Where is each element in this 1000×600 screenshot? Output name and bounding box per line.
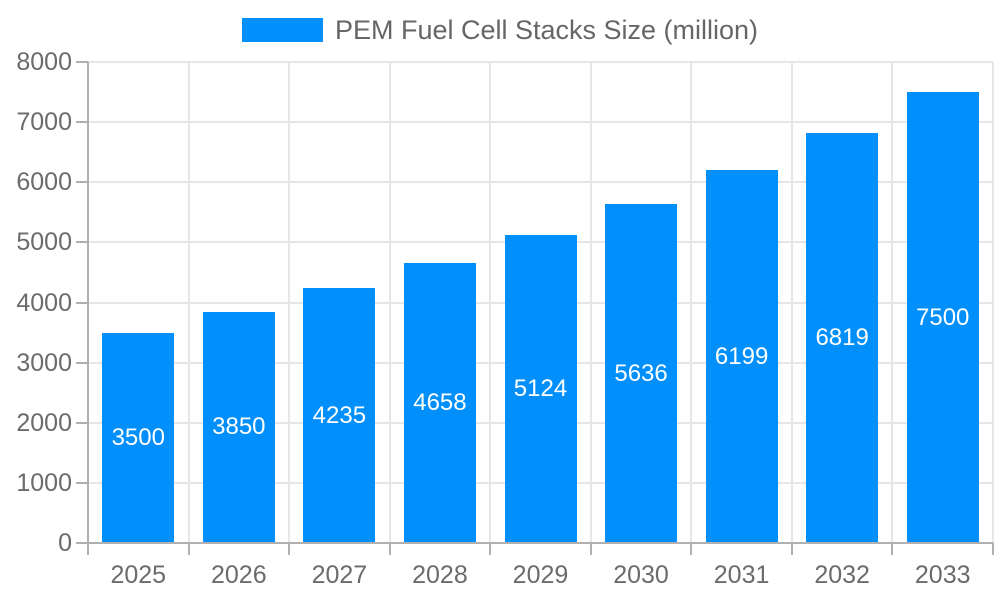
y-gridline	[88, 181, 993, 184]
x-gridline	[187, 62, 190, 543]
x-axis-tick	[589, 543, 592, 555]
bar-2026[interactable]: 3850	[202, 311, 275, 543]
x-axis-tick	[790, 543, 793, 555]
bar-2030[interactable]: 5636	[605, 204, 678, 543]
y-axis-tick	[76, 61, 88, 63]
bar-value-label: 4235	[312, 401, 367, 429]
x-gridline	[489, 62, 492, 543]
x-axis-label-2032: 2032	[814, 561, 870, 589]
y-axis-tick-label: 2000	[16, 408, 72, 437]
x-axis-line	[87, 542, 993, 544]
legend-label: PEM Fuel Cell Stacks Size (million)	[334, 15, 759, 45]
legend-swatch-icon	[241, 18, 323, 42]
x-gridline	[790, 62, 793, 543]
y-axis-tick-label: 7000	[16, 108, 72, 137]
y-axis-tick-label: 4000	[16, 288, 72, 317]
y-axis-tick	[76, 301, 88, 304]
y-axis-tick-label: 6000	[16, 168, 72, 197]
x-axis-tick	[187, 543, 190, 555]
x-gridline	[589, 62, 592, 543]
y-axis-line	[87, 62, 89, 544]
legend: PEM Fuel Cell Stacks Size (million)	[0, 14, 1000, 46]
bar-2025[interactable]: 3500	[102, 332, 175, 543]
x-gridline	[690, 62, 693, 543]
y-axis-tick-label: 3000	[16, 348, 72, 377]
bar-value-label: 3500	[111, 423, 165, 451]
y-axis-tick	[76, 542, 88, 544]
legend-item[interactable]: PEM Fuel Cell Stacks Size (million)	[241, 14, 759, 46]
bar-2027[interactable]: 4235	[303, 288, 376, 543]
y-axis-tick	[76, 181, 88, 184]
bar-value-label: 4658	[413, 388, 467, 416]
y-axis-tick	[76, 421, 88, 424]
y-axis-tick-label: 8000	[16, 48, 72, 76]
bar-value-label: 5636	[614, 359, 668, 387]
bar-2029[interactable]: 5124	[504, 234, 577, 543]
bar-2032[interactable]: 6819	[806, 133, 879, 543]
x-axis-label-2033: 2033	[914, 561, 971, 589]
x-axis-tick	[690, 543, 693, 555]
x-axis-tick	[992, 543, 994, 555]
bar-value-label: 3850	[212, 413, 266, 441]
bar-value-label: 6199	[714, 342, 769, 370]
y-axis-tick-label: 1000	[16, 468, 72, 497]
y-gridline	[88, 61, 993, 63]
x-axis-label-2028: 2028	[412, 561, 468, 589]
bar-value-label: 7500	[916, 303, 970, 331]
bar-2033[interactable]: 7500	[906, 92, 979, 543]
y-axis-tick	[76, 241, 88, 244]
bar-value-label: 5124	[513, 374, 568, 402]
bar-2031[interactable]: 6199	[705, 170, 778, 543]
x-axis-label-2029: 2029	[512, 561, 569, 589]
x-axis-label-2027: 2027	[311, 561, 368, 589]
x-axis-tick	[489, 543, 492, 555]
x-gridline	[288, 62, 291, 543]
y-axis-tick-label: 5000	[16, 228, 72, 257]
x-axis-label-2026: 2026	[211, 561, 267, 589]
y-axis-tick-label: 0	[58, 529, 72, 557]
x-gridline	[388, 62, 391, 543]
x-axis-label-2025: 2025	[110, 561, 167, 589]
bar-2028[interactable]: 4658	[403, 262, 476, 543]
x-axis-label-2031: 2031	[713, 561, 770, 589]
x-axis-tick	[288, 543, 291, 555]
bar-value-label: 6819	[815, 323, 869, 351]
x-axis-tick	[87, 543, 89, 555]
y-axis-tick	[76, 361, 88, 364]
x-axis-label-2030: 2030	[613, 561, 669, 589]
x-gridline	[992, 62, 994, 543]
y-axis-tick	[76, 481, 88, 484]
x-axis-tick	[388, 543, 391, 555]
y-gridline	[88, 121, 993, 124]
x-gridline	[891, 62, 894, 543]
y-axis-tick	[76, 121, 88, 124]
x-axis-tick	[891, 543, 894, 555]
